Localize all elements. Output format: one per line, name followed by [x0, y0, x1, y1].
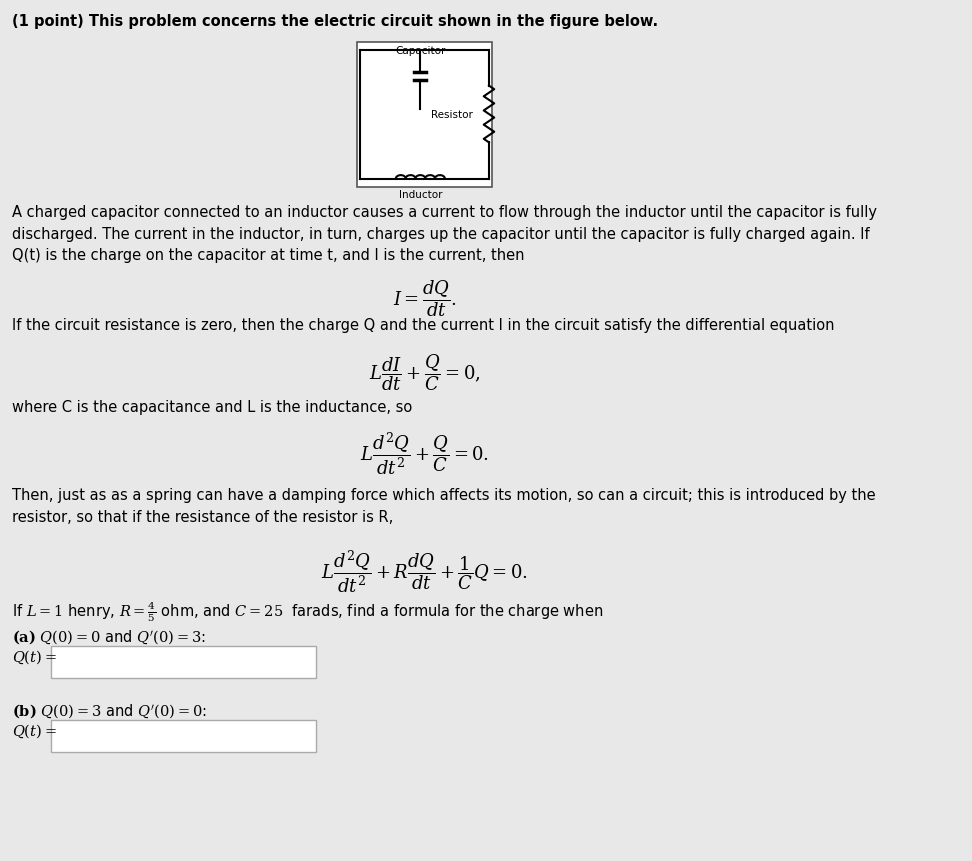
- Text: $L\dfrac{d^2Q}{dt^2} + \dfrac{Q}{C} = 0.$: $L\dfrac{d^2Q}{dt^2} + \dfrac{Q}{C} = 0.…: [361, 430, 489, 476]
- Text: $\mathbf{(a)}$ $Q(0) = 0$ and $Q'(0) = 3$:: $\mathbf{(a)}$ $Q(0) = 0$ and $Q'(0) = 3…: [13, 628, 206, 645]
- Text: If $L = 1$ henry, $R = \frac{4}{5}$ ohm, and $C = 25$  farads, find a formula fo: If $L = 1$ henry, $R = \frac{4}{5}$ ohm,…: [13, 599, 604, 623]
- Text: A charged capacitor connected to an inductor causes a current to flow through th: A charged capacitor connected to an indu…: [13, 205, 878, 263]
- FancyBboxPatch shape: [51, 647, 316, 678]
- Text: $L\dfrac{dI}{dt} + \dfrac{Q}{C} = 0,$: $L\dfrac{dI}{dt} + \dfrac{Q}{C} = 0,$: [369, 351, 480, 393]
- Text: (1 point) This problem concerns the electric circuit shown in the figure below.: (1 point) This problem concerns the elec…: [13, 14, 658, 29]
- Text: Inductor: Inductor: [399, 189, 442, 199]
- FancyBboxPatch shape: [357, 42, 493, 188]
- Text: Resistor: Resistor: [432, 110, 473, 120]
- Text: where C is the capacitance and L is the inductance, so: where C is the capacitance and L is the …: [13, 400, 412, 414]
- Text: $Q(t) =$: $Q(t) =$: [13, 647, 57, 665]
- Text: If the circuit resistance is zero, then the charge Q and the current I in the ci: If the circuit resistance is zero, then …: [13, 318, 835, 332]
- Text: $\mathbf{(b)}$ $Q(0) = 3$ and $Q'(0) = 0$:: $\mathbf{(b)}$ $Q(0) = 3$ and $Q'(0) = 0…: [13, 701, 207, 719]
- Text: $Q(t) =$: $Q(t) =$: [13, 722, 57, 739]
- Text: $I = \dfrac{dQ}{dt}.$: $I = \dfrac{dQ}{dt}.$: [393, 278, 457, 319]
- Text: Then, just as as a spring can have a damping force which affects its motion, so : Then, just as as a spring can have a dam…: [13, 487, 876, 524]
- FancyBboxPatch shape: [51, 720, 316, 753]
- Text: $L\dfrac{d^2Q}{dt^2} + R\dfrac{dQ}{dt} + \dfrac{1}{C}Q = 0.$: $L\dfrac{d^2Q}{dt^2} + R\dfrac{dQ}{dt} +…: [322, 548, 528, 594]
- Text: Capacitor: Capacitor: [396, 46, 445, 55]
